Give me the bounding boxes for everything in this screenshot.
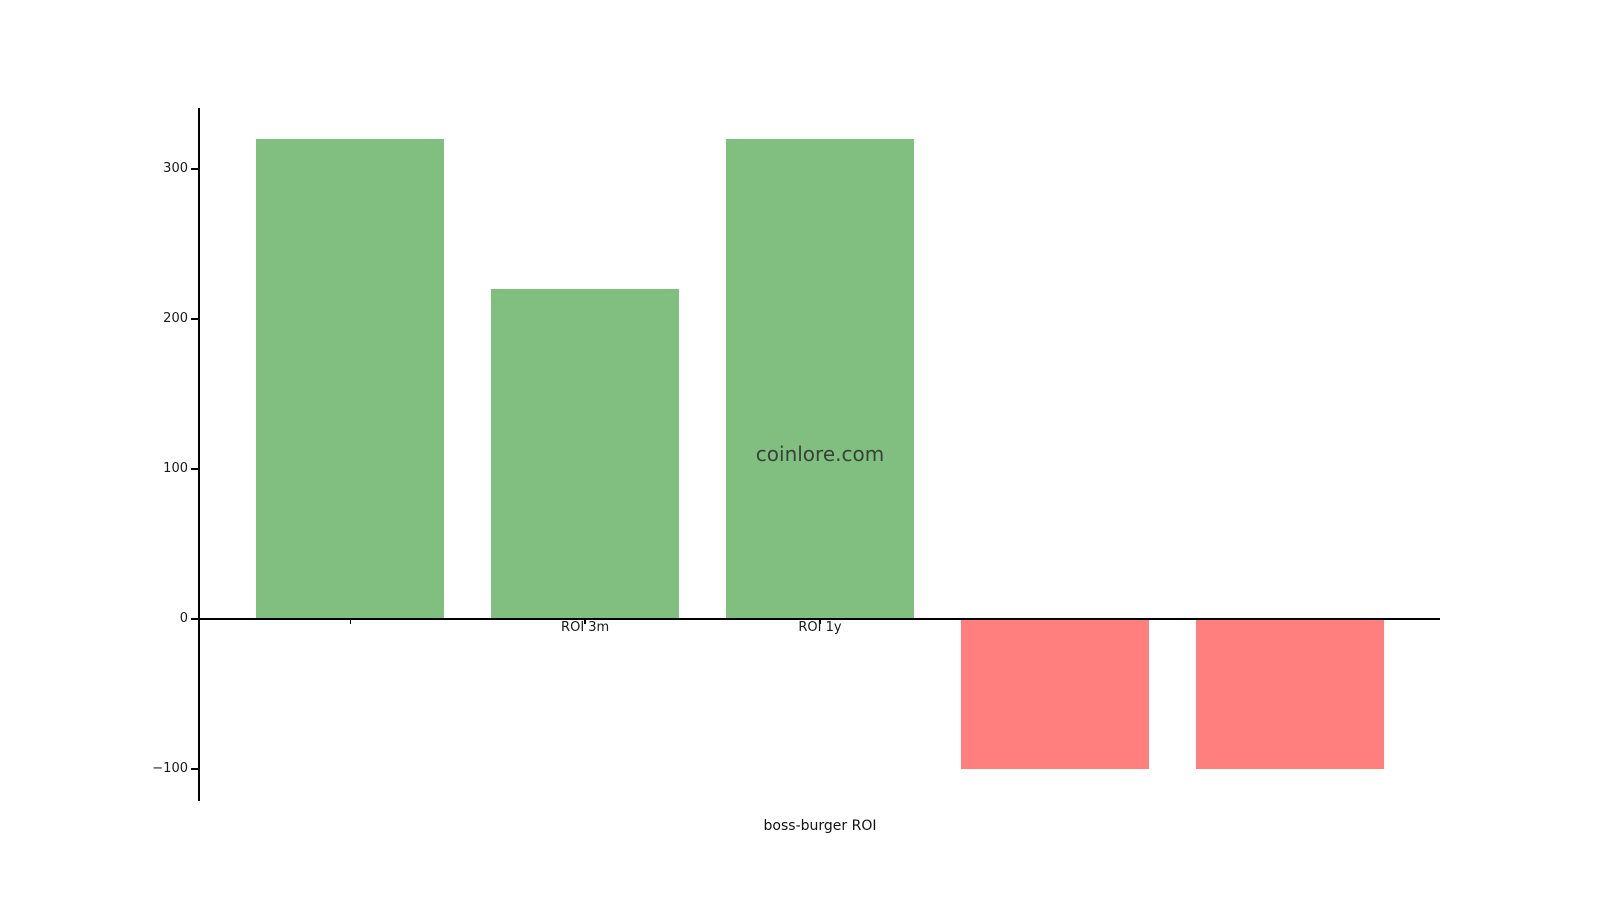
y-tick-mark	[191, 468, 199, 470]
roi-bar	[726, 139, 914, 619]
y-tick-mark	[191, 768, 199, 770]
y-axis-line	[198, 107, 200, 801]
roi-bar	[960, 619, 1149, 769]
y-tick-mark	[191, 618, 199, 620]
x-tick-mark	[349, 619, 352, 624]
x-tick-label: ROI 3m	[561, 620, 610, 635]
y-tick-label: −100	[152, 761, 188, 776]
x-tick-mark	[584, 619, 586, 624]
y-tick-label: 200	[163, 311, 188, 326]
roi-bar	[256, 139, 445, 619]
roi-bar	[1195, 619, 1384, 769]
y-tick-mark	[191, 318, 199, 320]
watermark-text: coinlore.com	[755, 442, 885, 466]
chart-title: boss-burger ROI	[763, 818, 877, 834]
y-tick-label: 300	[163, 161, 188, 176]
x-tick-mark	[819, 619, 821, 624]
roi-bar	[491, 289, 680, 619]
y-tick-mark	[191, 168, 199, 170]
y-tick-label: 0	[179, 611, 188, 626]
y-tick-label: 100	[163, 461, 188, 476]
x-tick-label: ROI 1y	[798, 620, 842, 635]
x-axis-line	[198, 618, 1440, 620]
